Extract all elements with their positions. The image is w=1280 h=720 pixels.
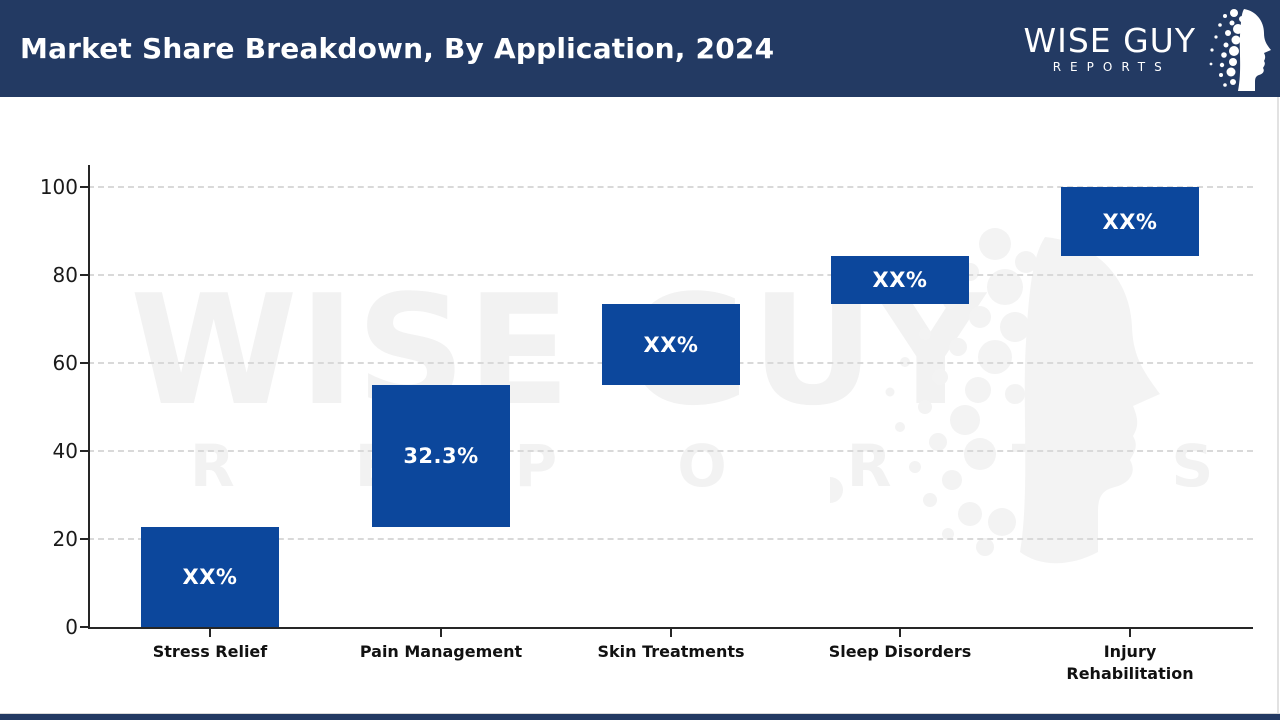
gridline-20 (88, 538, 1253, 540)
wiseguy-logo: WISE GUY REPORTS (1023, 7, 1280, 91)
category-label-1: Pain Management (359, 642, 523, 661)
gridline-40 (88, 450, 1253, 452)
logo-subtitle: REPORTS (1052, 59, 1171, 74)
category-label-0: Stress Relief (152, 642, 268, 661)
xtick-mark-2 (670, 629, 672, 637)
ytick-label-80: 80 (52, 263, 78, 287)
ytick-label-0: 0 (65, 615, 78, 639)
category-label-2: Skin Treatments (597, 642, 745, 661)
ytick-mark-20 (80, 538, 88, 540)
xtick-mark-0 (209, 629, 211, 637)
watermark-wordmark: WISE GUY (130, 262, 987, 439)
category-label-3: Sleep Disorders (828, 642, 972, 661)
ytick-mark-40 (80, 450, 88, 452)
y-axis (88, 165, 90, 629)
xtick-mark-4 (1129, 629, 1131, 637)
gridline-80 (88, 274, 1253, 276)
bar-stress-relief: XX% (141, 527, 279, 627)
header: Market Share Breakdown, By Application, … (0, 0, 1280, 97)
bar-skin-treatments: XX% (602, 304, 740, 385)
logo-face-icon (1209, 8, 1271, 91)
bar-value-label: XX% (872, 268, 928, 293)
logo-text: WISE GUY REPORTS (1023, 20, 1196, 74)
ytick-mark-60 (80, 362, 88, 364)
ytick-label-40: 40 (52, 439, 78, 463)
page-right-edge (1277, 97, 1279, 713)
ytick-mark-100 (80, 186, 88, 188)
bar-injury-rehabilitation: XX% (1061, 187, 1199, 257)
ytick-mark-80 (80, 274, 88, 276)
bar-pain-management: 32.3% (372, 385, 510, 528)
logo-wordmark: WISE GUY (1023, 20, 1196, 60)
ytick-label-60: 60 (52, 351, 78, 375)
bar-sleep-disorders: XX% (831, 256, 969, 305)
x-axis (88, 627, 1253, 629)
watermark-face-icon (830, 228, 1160, 564)
gridline-100 (88, 186, 1253, 188)
xtick-mark-1 (440, 629, 442, 637)
bar-value-label: XX% (643, 332, 699, 357)
bar-value-label: 32.3% (403, 444, 479, 469)
waterfall-chart: WISE GUY R E P O R T S 0 20 40 60 80 100 XX% St… (0, 97, 1280, 713)
bar-value-label: XX% (1102, 209, 1158, 234)
xtick-mark-3 (899, 629, 901, 637)
bar-value-label: XX% (182, 565, 238, 590)
footer-bar (0, 713, 1280, 720)
page-title: Market Share Breakdown, By Application, … (20, 32, 775, 65)
ytick-label-20: 20 (52, 527, 78, 551)
ytick-label-100: 100 (39, 175, 78, 199)
category-label-4: Injury Rehabilitation (1066, 642, 1194, 683)
ytick-mark-0 (80, 626, 88, 628)
